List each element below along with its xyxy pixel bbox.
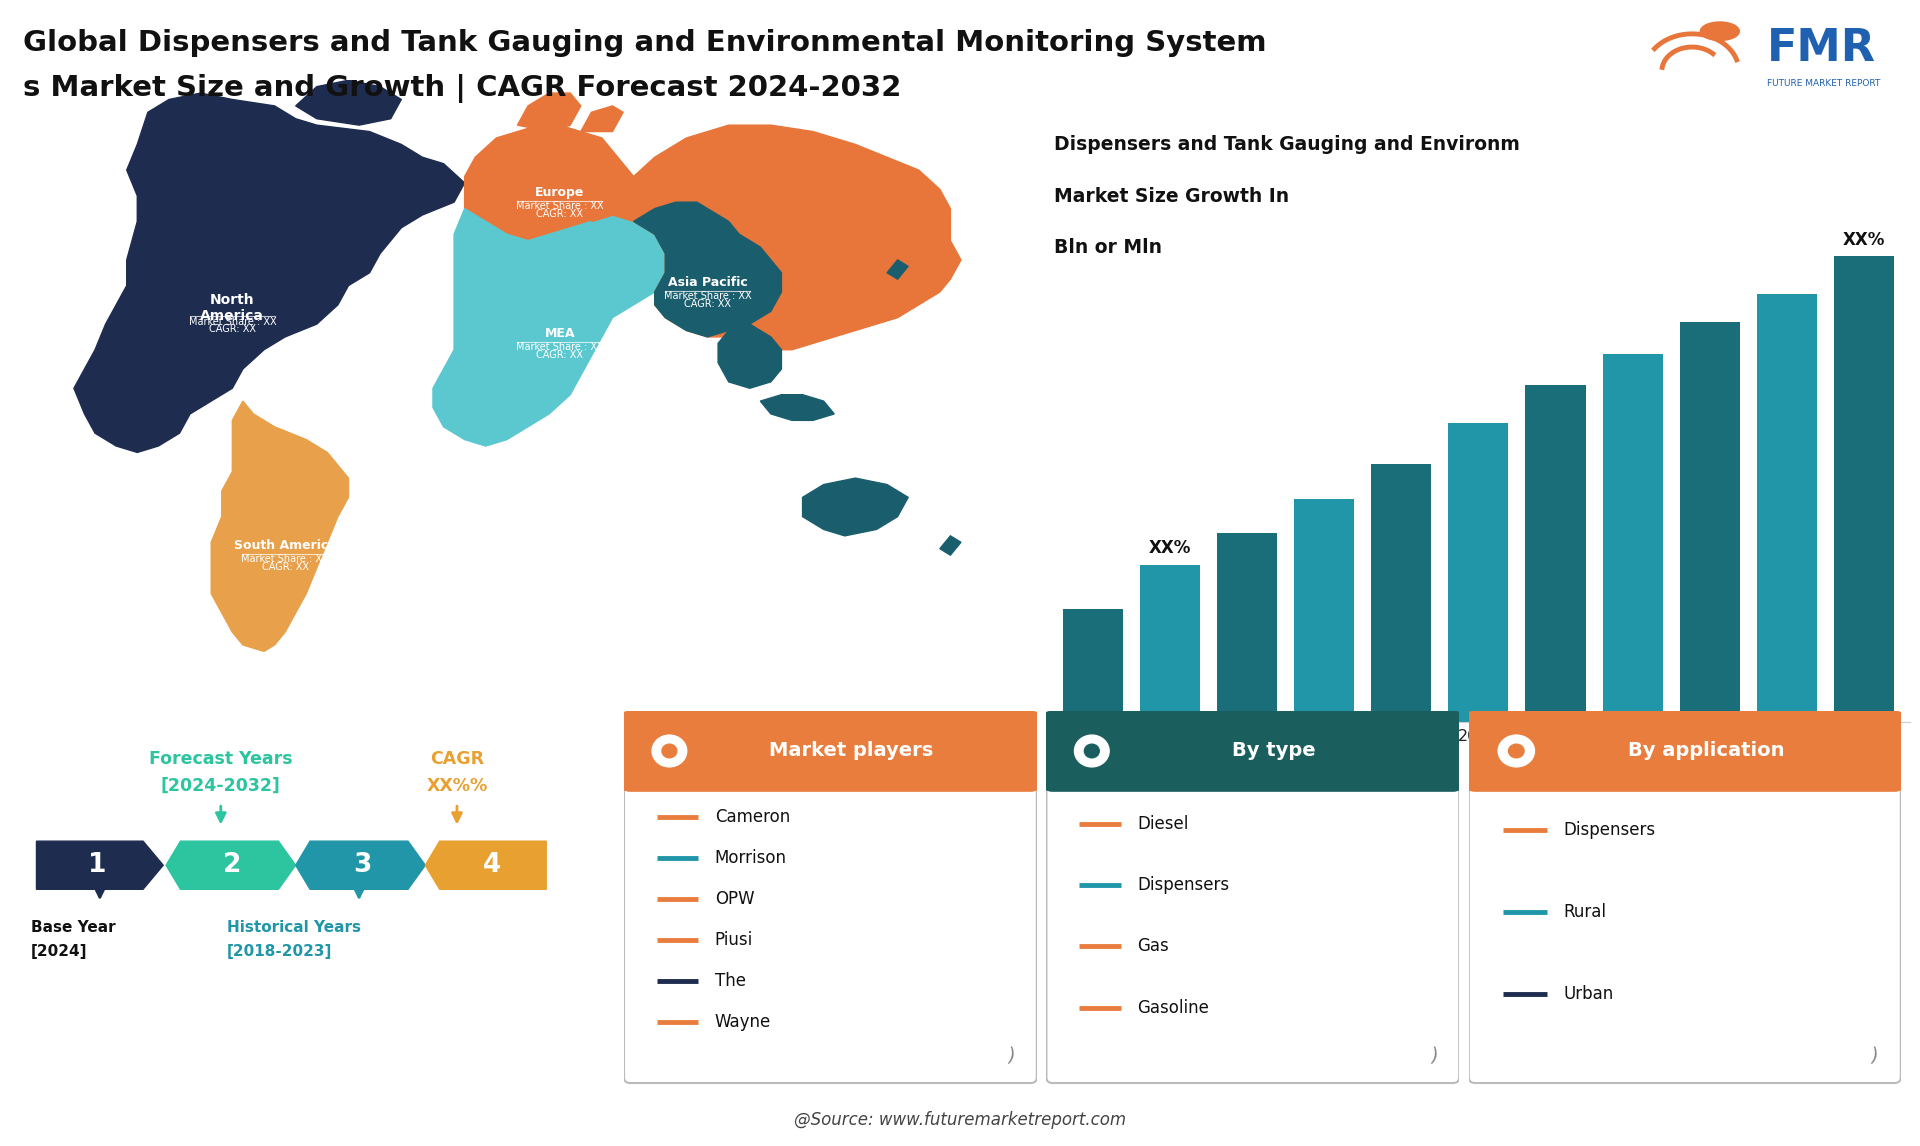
Bar bbox=[1834, 257, 1895, 722]
Text: CAGR: XX: CAGR: XX bbox=[684, 299, 732, 308]
Polygon shape bbox=[803, 478, 908, 536]
Text: ): ) bbox=[1428, 1046, 1438, 1066]
Polygon shape bbox=[518, 93, 582, 132]
FancyBboxPatch shape bbox=[1043, 711, 1463, 792]
Text: North
America: North America bbox=[200, 293, 265, 323]
Text: MEA: MEA bbox=[545, 328, 574, 340]
Text: CAGR: CAGR bbox=[430, 749, 484, 768]
Circle shape bbox=[653, 735, 687, 767]
Text: Piusi: Piusi bbox=[714, 932, 753, 949]
Text: Gasoline: Gasoline bbox=[1137, 999, 1210, 1017]
Text: ): ) bbox=[1868, 1046, 1880, 1066]
FancyBboxPatch shape bbox=[624, 784, 1037, 1083]
Bar bbox=[1448, 423, 1509, 722]
Text: CAGR: XX: CAGR: XX bbox=[536, 209, 584, 219]
Text: Market Share : XX: Market Share : XX bbox=[664, 291, 751, 301]
Text: By application: By application bbox=[1628, 741, 1786, 761]
Circle shape bbox=[1701, 22, 1740, 40]
Polygon shape bbox=[760, 394, 833, 421]
Polygon shape bbox=[941, 536, 962, 555]
Text: Forecast Years: Forecast Years bbox=[150, 749, 292, 768]
Text: s Market Size and Growth | CAGR Forecast 2024-2032: s Market Size and Growth | CAGR Forecast… bbox=[23, 74, 900, 103]
Text: By type: By type bbox=[1231, 741, 1315, 761]
Text: CAGR: XX: CAGR: XX bbox=[261, 562, 309, 572]
Text: FMR: FMR bbox=[1766, 26, 1876, 70]
Polygon shape bbox=[718, 324, 781, 388]
Text: Gas: Gas bbox=[1137, 937, 1169, 956]
Text: Dispensers: Dispensers bbox=[1563, 821, 1655, 839]
Text: Market Size Growth In: Market Size Growth In bbox=[1054, 187, 1288, 205]
Text: Diesel: Diesel bbox=[1137, 815, 1188, 832]
Polygon shape bbox=[591, 176, 962, 350]
Bar bbox=[1294, 499, 1354, 722]
Polygon shape bbox=[36, 841, 163, 889]
Text: @Source: www.futuremarketreport.com: @Source: www.futuremarketreport.com bbox=[795, 1110, 1125, 1129]
Polygon shape bbox=[296, 841, 426, 889]
Text: Market Share : XX: Market Share : XX bbox=[188, 316, 276, 327]
Text: Base Year: Base Year bbox=[31, 920, 115, 935]
Polygon shape bbox=[296, 80, 401, 125]
Text: ): ) bbox=[1006, 1046, 1016, 1066]
Bar bbox=[1062, 609, 1123, 722]
Text: Historical Years: Historical Years bbox=[227, 920, 361, 935]
Text: XX%: XX% bbox=[1148, 539, 1190, 557]
Text: XX%: XX% bbox=[1843, 230, 1885, 249]
Text: 2: 2 bbox=[223, 853, 242, 878]
Text: Cameron: Cameron bbox=[714, 808, 789, 826]
Bar bbox=[1757, 295, 1816, 722]
Text: Rural: Rural bbox=[1563, 903, 1607, 920]
Polygon shape bbox=[165, 841, 296, 889]
Text: FUTURE MARKET REPORT: FUTURE MARKET REPORT bbox=[1766, 79, 1880, 88]
Text: Europe: Europe bbox=[536, 186, 584, 199]
Text: South America: South America bbox=[234, 539, 336, 552]
Bar bbox=[1140, 565, 1200, 722]
Text: CAGR: XX: CAGR: XX bbox=[536, 350, 584, 360]
Text: [2024-2032]: [2024-2032] bbox=[161, 777, 280, 795]
Bar bbox=[1526, 385, 1586, 722]
Text: 3: 3 bbox=[353, 853, 371, 878]
Text: CAGR: XX: CAGR: XX bbox=[209, 324, 255, 335]
Bar bbox=[1603, 354, 1663, 722]
Polygon shape bbox=[634, 125, 950, 241]
Polygon shape bbox=[434, 209, 666, 446]
Text: XX%%: XX%% bbox=[426, 777, 488, 795]
Text: OPW: OPW bbox=[714, 890, 755, 909]
Polygon shape bbox=[73, 93, 465, 453]
Text: The: The bbox=[714, 972, 745, 990]
Circle shape bbox=[1075, 735, 1110, 767]
Text: Wayne: Wayne bbox=[714, 1013, 772, 1031]
FancyBboxPatch shape bbox=[1469, 784, 1901, 1083]
Text: Market Share : XX: Market Share : XX bbox=[516, 201, 603, 211]
Text: Dispensers and Tank Gauging and Environm: Dispensers and Tank Gauging and Environm bbox=[1054, 135, 1521, 155]
Bar bbox=[1680, 322, 1740, 722]
Circle shape bbox=[1509, 744, 1524, 758]
Text: Market Share : XX: Market Share : XX bbox=[242, 554, 328, 564]
FancyBboxPatch shape bbox=[620, 711, 1041, 792]
Text: Dispensers: Dispensers bbox=[1137, 876, 1229, 894]
FancyBboxPatch shape bbox=[1046, 784, 1459, 1083]
Text: Morrison: Morrison bbox=[714, 849, 787, 868]
Text: Asia Pacific: Asia Pacific bbox=[668, 276, 747, 289]
Polygon shape bbox=[582, 105, 622, 132]
Polygon shape bbox=[887, 260, 908, 280]
Text: Market players: Market players bbox=[768, 741, 933, 761]
Text: Bln or Mln: Bln or Mln bbox=[1054, 237, 1162, 257]
Polygon shape bbox=[424, 841, 547, 889]
Polygon shape bbox=[465, 125, 645, 241]
Circle shape bbox=[1085, 744, 1100, 758]
Text: Urban: Urban bbox=[1563, 984, 1615, 1003]
Text: 1: 1 bbox=[88, 853, 106, 878]
Circle shape bbox=[662, 744, 678, 758]
Polygon shape bbox=[634, 202, 781, 337]
Text: [2018-2023]: [2018-2023] bbox=[227, 944, 332, 959]
Text: Market Share : XX: Market Share : XX bbox=[516, 343, 603, 352]
Bar bbox=[1371, 464, 1430, 722]
Bar bbox=[1217, 533, 1277, 722]
FancyBboxPatch shape bbox=[1465, 711, 1905, 792]
Polygon shape bbox=[211, 401, 349, 651]
Text: [2024]: [2024] bbox=[31, 944, 86, 959]
Text: 4: 4 bbox=[482, 853, 501, 878]
Text: Global Dispensers and Tank Gauging and Environmental Monitoring System: Global Dispensers and Tank Gauging and E… bbox=[23, 29, 1267, 56]
Circle shape bbox=[1498, 735, 1534, 767]
